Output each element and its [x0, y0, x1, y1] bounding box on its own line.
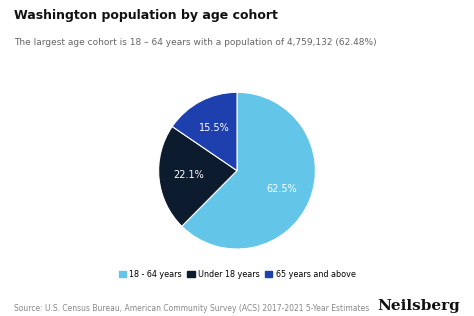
Text: Source: U.S. Census Bureau, American Community Survey (ACS) 2017-2021 5-Year Est: Source: U.S. Census Bureau, American Com… [14, 304, 369, 313]
Text: Neilsberg: Neilsberg [377, 299, 460, 313]
Text: The largest age cohort is 18 – 64 years with a population of 4,759,132 (62.48%): The largest age cohort is 18 – 64 years … [14, 38, 377, 47]
Text: 22.1%: 22.1% [173, 170, 204, 180]
Text: 62.5%: 62.5% [266, 184, 297, 194]
Wedge shape [182, 92, 315, 249]
Wedge shape [172, 92, 237, 171]
Wedge shape [159, 126, 237, 226]
Legend: 18 - 64 years, Under 18 years, 65 years and above: 18 - 64 years, Under 18 years, 65 years … [115, 266, 359, 282]
Text: Washington population by age cohort: Washington population by age cohort [14, 9, 278, 22]
Text: 15.5%: 15.5% [199, 123, 230, 133]
